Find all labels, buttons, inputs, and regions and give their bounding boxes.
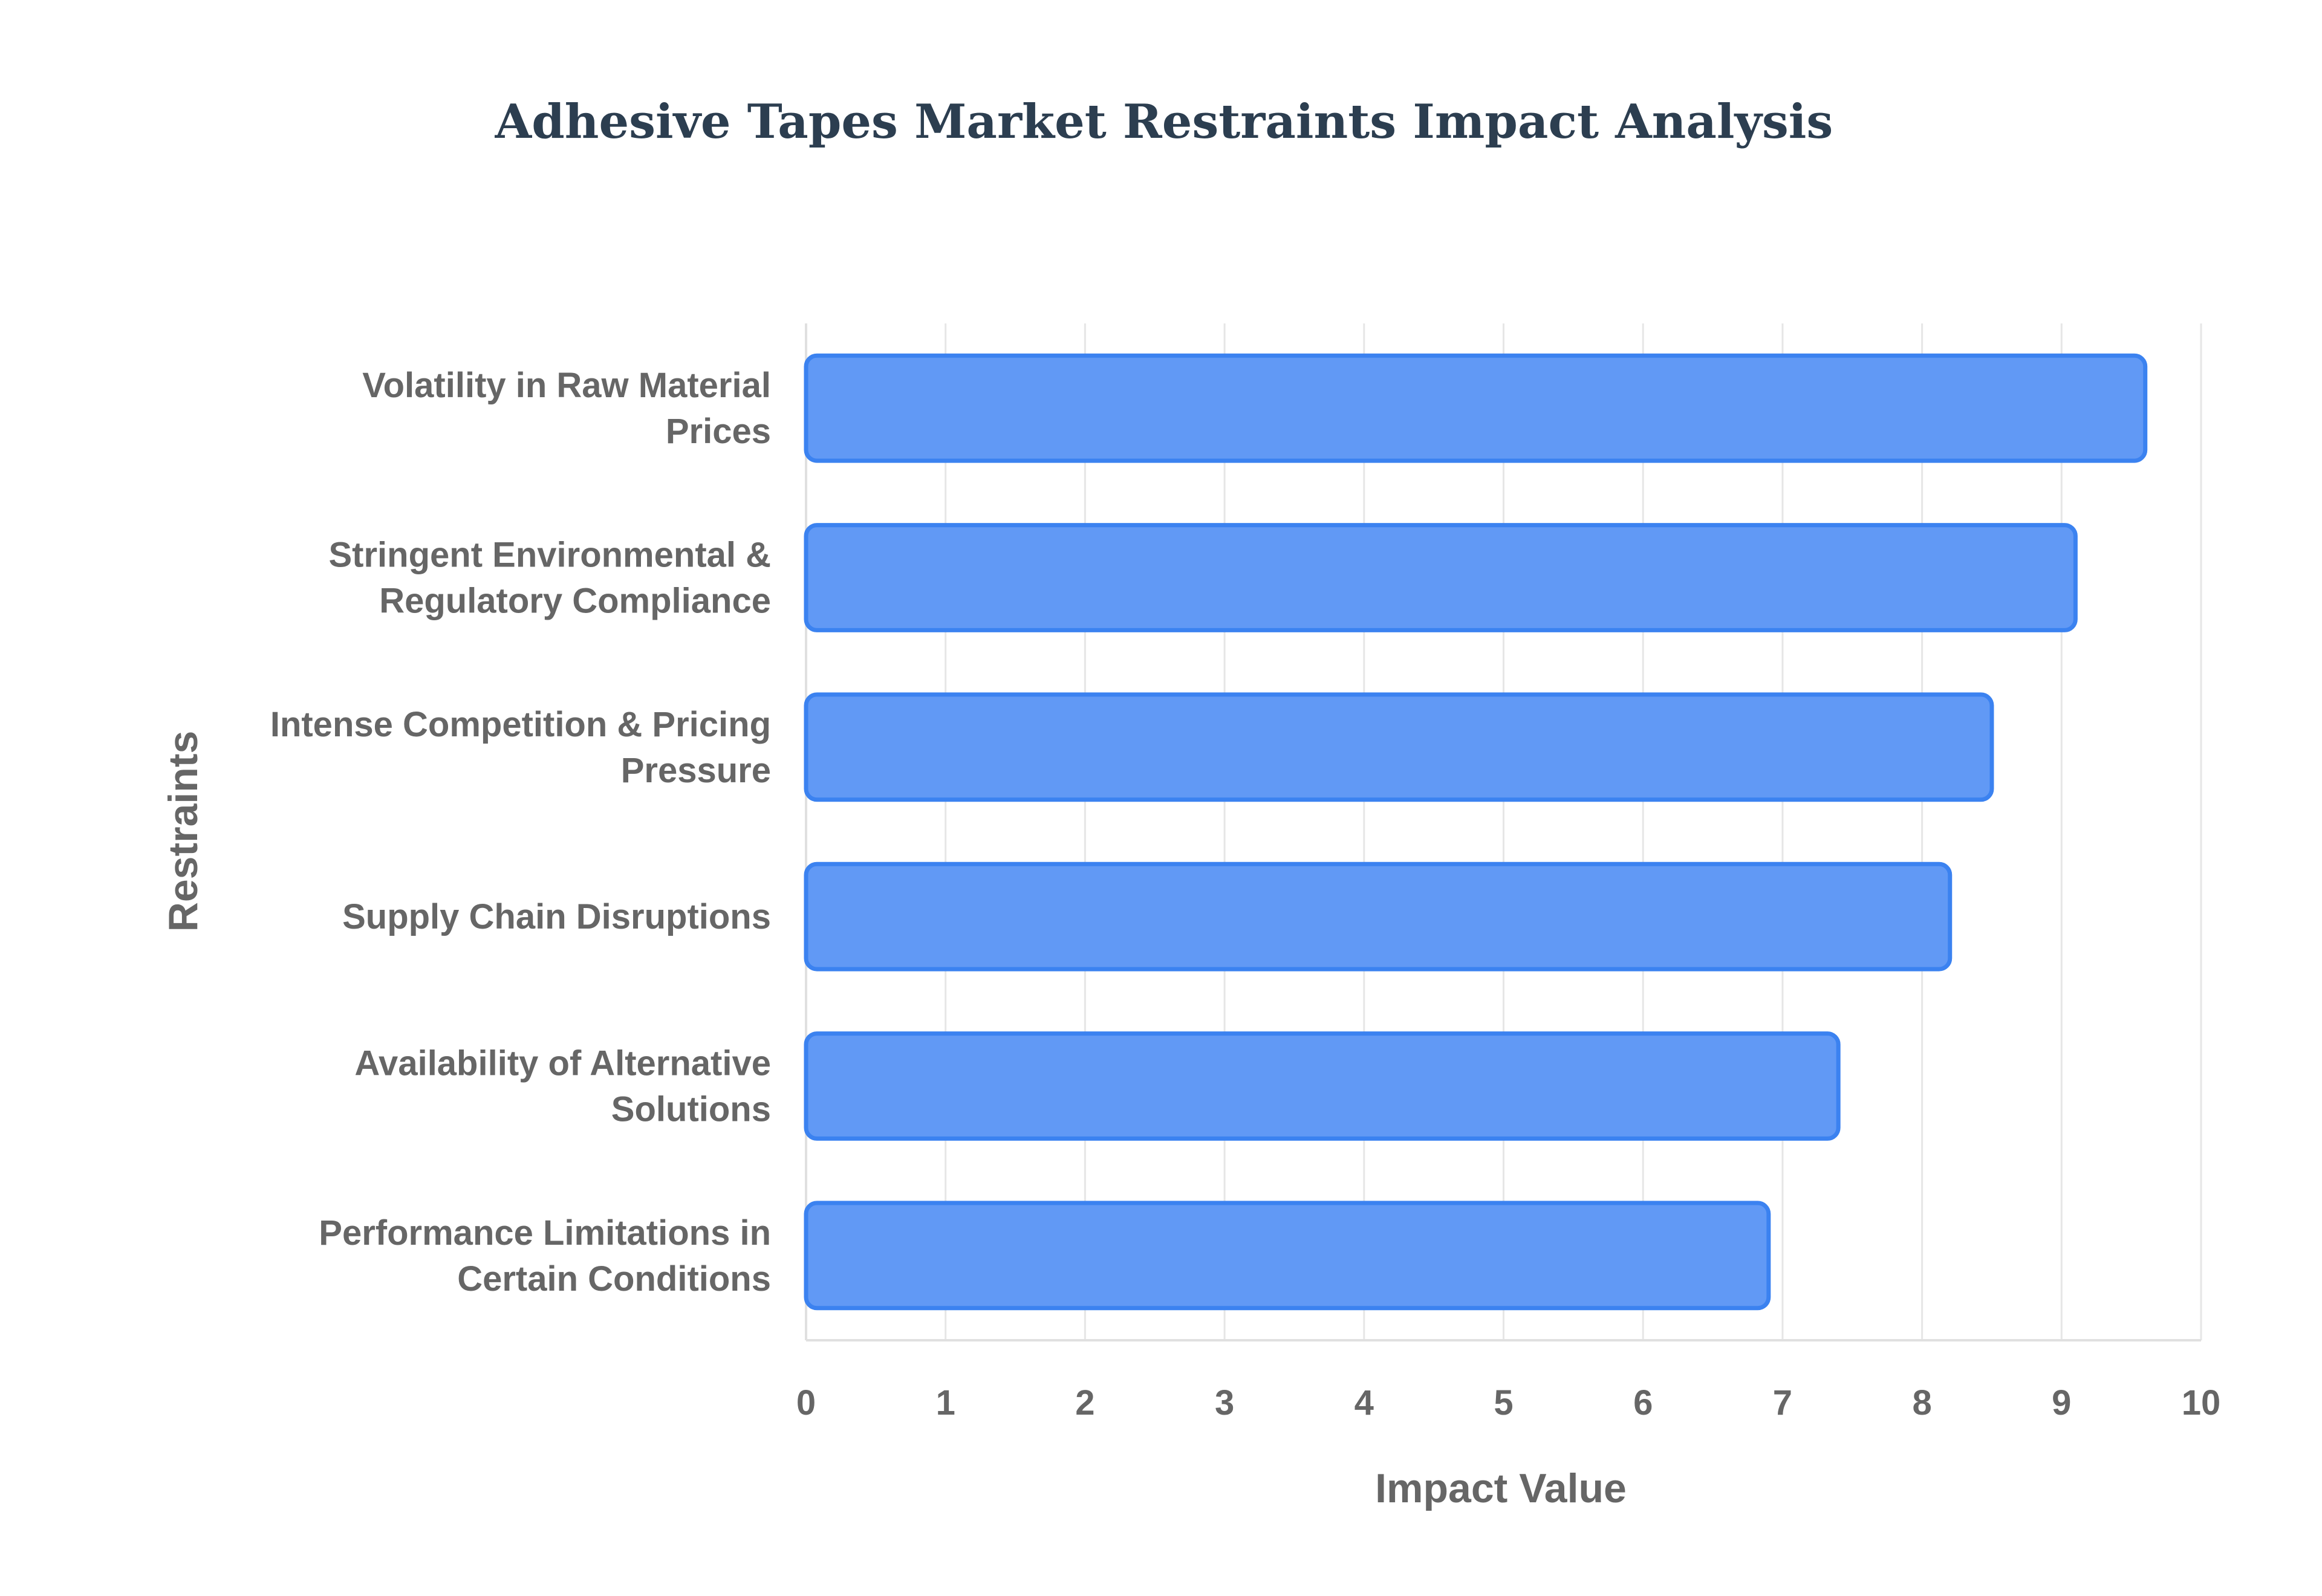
category-label: Stringent Environmental & Regulatory Comp… xyxy=(328,536,771,621)
category-label: Intense Competition & Pricing Pressure xyxy=(270,705,771,790)
x-tick-label: 4 xyxy=(1354,1383,1374,1422)
bar xyxy=(804,1031,1841,1141)
x-tick-label: 0 xyxy=(796,1383,816,1422)
bar xyxy=(804,692,1994,802)
bar xyxy=(804,861,1953,972)
chart-title: Adhesive Tapes Market Restraints Impact … xyxy=(495,94,1833,149)
grid-lines xyxy=(805,323,2202,1341)
x-tick-label: 3 xyxy=(1215,1383,1234,1422)
category-labels: Volatility in Raw Material Prices Stringen… xyxy=(270,366,771,1299)
x-tick-label: 6 xyxy=(1633,1383,1653,1422)
x-tick-label: 2 xyxy=(1075,1383,1094,1422)
bar xyxy=(804,1201,1771,1311)
category-label-line: Pressure xyxy=(621,751,771,790)
category-label-line: Intense Competition & Pricing xyxy=(270,705,771,744)
bar xyxy=(804,523,2078,632)
category-label-line: Performance Limitations in xyxy=(319,1213,771,1253)
x-tick-label: 10 xyxy=(2182,1383,2221,1422)
category-label-line: Availability of Alternative xyxy=(354,1044,771,1083)
bar xyxy=(804,353,2148,463)
category-label-line: Regulatory Compliance xyxy=(379,582,771,621)
category-label-line: Certain Conditions xyxy=(457,1259,771,1299)
x-tick-label: 7 xyxy=(1773,1383,1792,1422)
category-label: Volatility in Raw Material Prices xyxy=(362,366,771,451)
x-axis-title: Impact Value xyxy=(1375,1465,1627,1511)
x-tick-label: 5 xyxy=(1494,1383,1513,1422)
category-label: Availability of Alternative Solutions xyxy=(354,1044,771,1129)
bars xyxy=(804,353,2148,1311)
y-axis-title: Restraints xyxy=(160,731,206,932)
x-tick-labels: 0 1 2 3 4 5 6 7 8 9 10 xyxy=(796,1383,2220,1422)
category-label: Performance Limitations in Certain Condit… xyxy=(319,1213,771,1299)
category-label-line: Prices xyxy=(666,412,771,451)
category-label-line: Solutions xyxy=(611,1090,771,1129)
x-tick-label: 8 xyxy=(1912,1383,1931,1422)
category-label-line: Stringent Environmental & xyxy=(328,536,771,575)
category-label-line: Supply Chain Disruptions xyxy=(342,897,771,936)
category-label: Supply Chain Disruptions xyxy=(342,897,771,936)
x-tick-label: 1 xyxy=(936,1383,955,1422)
x-tick-label: 9 xyxy=(2052,1383,2071,1422)
category-label-line: Volatility in Raw Material xyxy=(362,366,771,405)
